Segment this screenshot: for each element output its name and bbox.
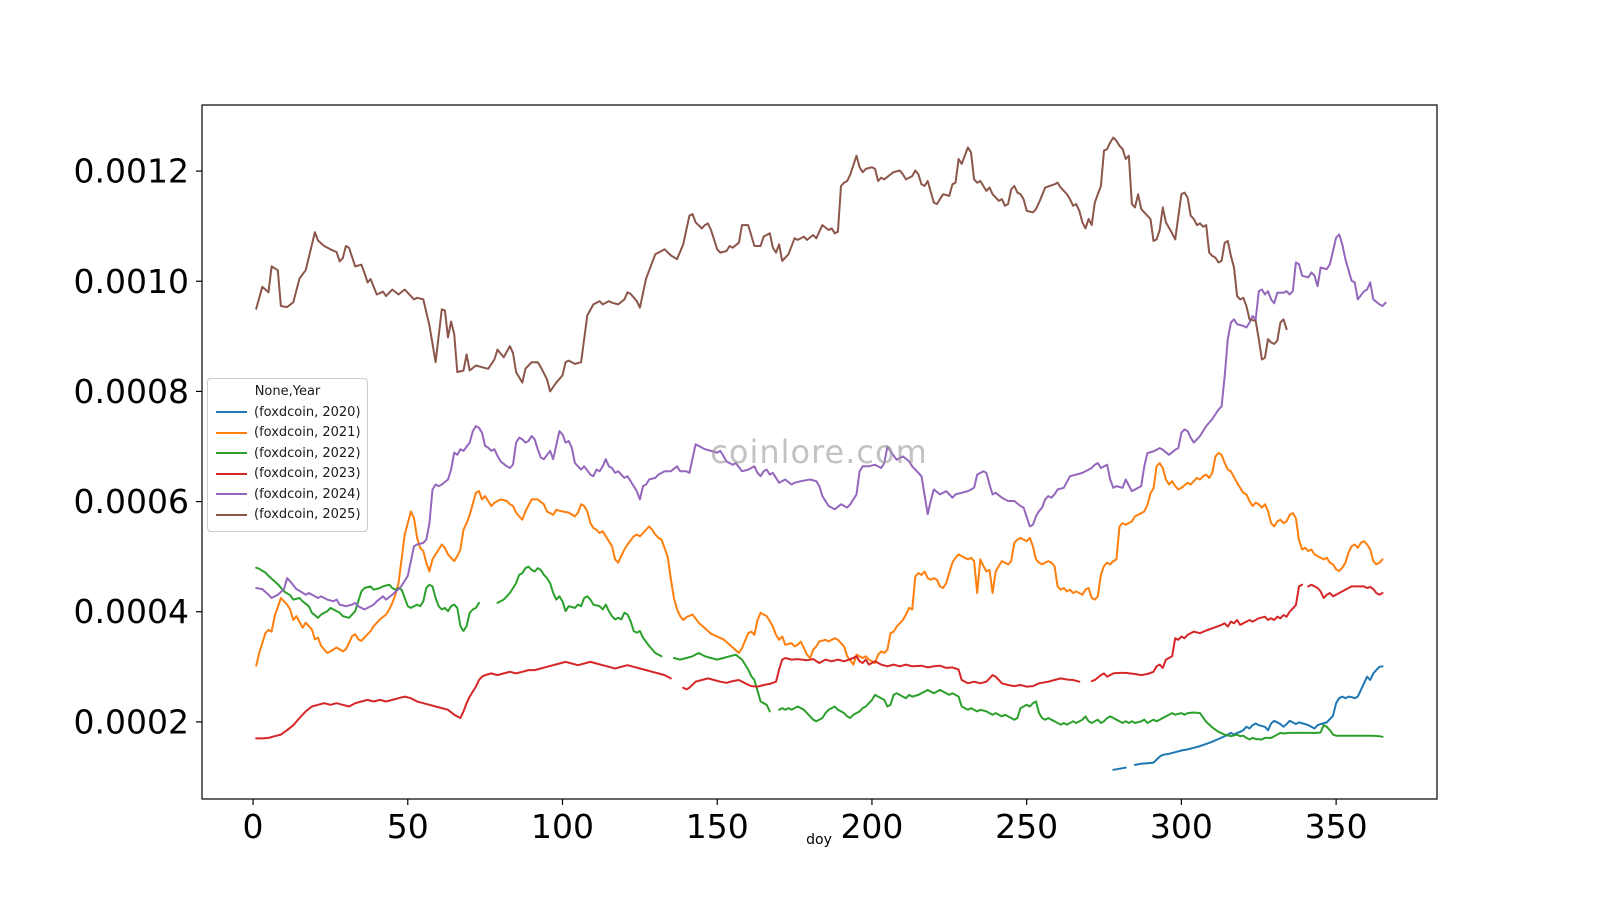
legend-entry-2023: (foxdcoin, 2023) <box>216 464 361 485</box>
legend-entry-2021: (foxdcoin, 2021) <box>216 423 361 444</box>
y-tick-label: 0.0012 <box>74 152 189 191</box>
legend-line-sample-2024 <box>216 493 247 496</box>
series-line-2024 <box>255 233 1387 611</box>
x-tick-label: 150 <box>686 807 749 846</box>
series-line-2022 <box>255 565 1384 741</box>
y-tick-label: 0.0002 <box>74 702 189 741</box>
legend-entry-label: (foxdcoin, 2020) <box>254 404 361 420</box>
x-tick-label: 0 <box>243 807 264 846</box>
y-tick-label: 0.0006 <box>74 482 189 521</box>
legend-title: None,Year <box>254 384 321 399</box>
x-tick-label: 100 <box>531 807 594 846</box>
legend-line-sample-2021 <box>216 431 247 434</box>
series-line-2021 <box>255 452 1384 667</box>
y-tick-label: 0.0010 <box>74 262 189 301</box>
legend-entry-label: (foxdcoin, 2024) <box>254 486 361 502</box>
x-tick-label: 200 <box>840 807 903 846</box>
legend-entry-2020: (foxdcoin, 2020) <box>216 402 361 423</box>
legend-entry-label: (foxdcoin, 2025) <box>254 507 361 523</box>
legend-line-sample-2020 <box>216 411 247 414</box>
series-line-2020 <box>1112 665 1384 771</box>
legend: None,Year (foxdcoin, 2020) (foxdcoin, 202… <box>207 378 368 532</box>
legend-line-sample-2025 <box>216 513 247 516</box>
series-line-2025 <box>255 136 1288 393</box>
legend-line-sample-2022 <box>216 452 247 455</box>
legend-entry-2024: (foxdcoin, 2024) <box>216 484 361 505</box>
legend-entries: (foxdcoin, 2020) (foxdcoin, 2021) (foxdcoi… <box>216 402 361 526</box>
legend-entry-2022: (foxdcoin, 2022) <box>216 443 361 464</box>
x-tick-label: 300 <box>1150 807 1213 846</box>
y-tick-label: 0.0004 <box>74 592 189 631</box>
x-axis-label: doy <box>806 832 832 848</box>
x-tick-label: 50 <box>387 807 429 846</box>
legend-entry-label: (foxdcoin, 2022) <box>254 445 361 461</box>
y-tick-label: 0.0008 <box>74 372 189 411</box>
series-line-2023 <box>255 583 1384 740</box>
legend-entry-label: (foxdcoin, 2021) <box>254 425 361 441</box>
axes-frame <box>201 104 1438 800</box>
legend-entry-label: (foxdcoin, 2023) <box>254 466 361 482</box>
legend-entry-2025: (foxdcoin, 2025) <box>216 505 361 526</box>
legend-line-sample-2023 <box>216 472 247 475</box>
x-tick-label: 250 <box>995 807 1058 846</box>
x-tick-label: 350 <box>1305 807 1368 846</box>
